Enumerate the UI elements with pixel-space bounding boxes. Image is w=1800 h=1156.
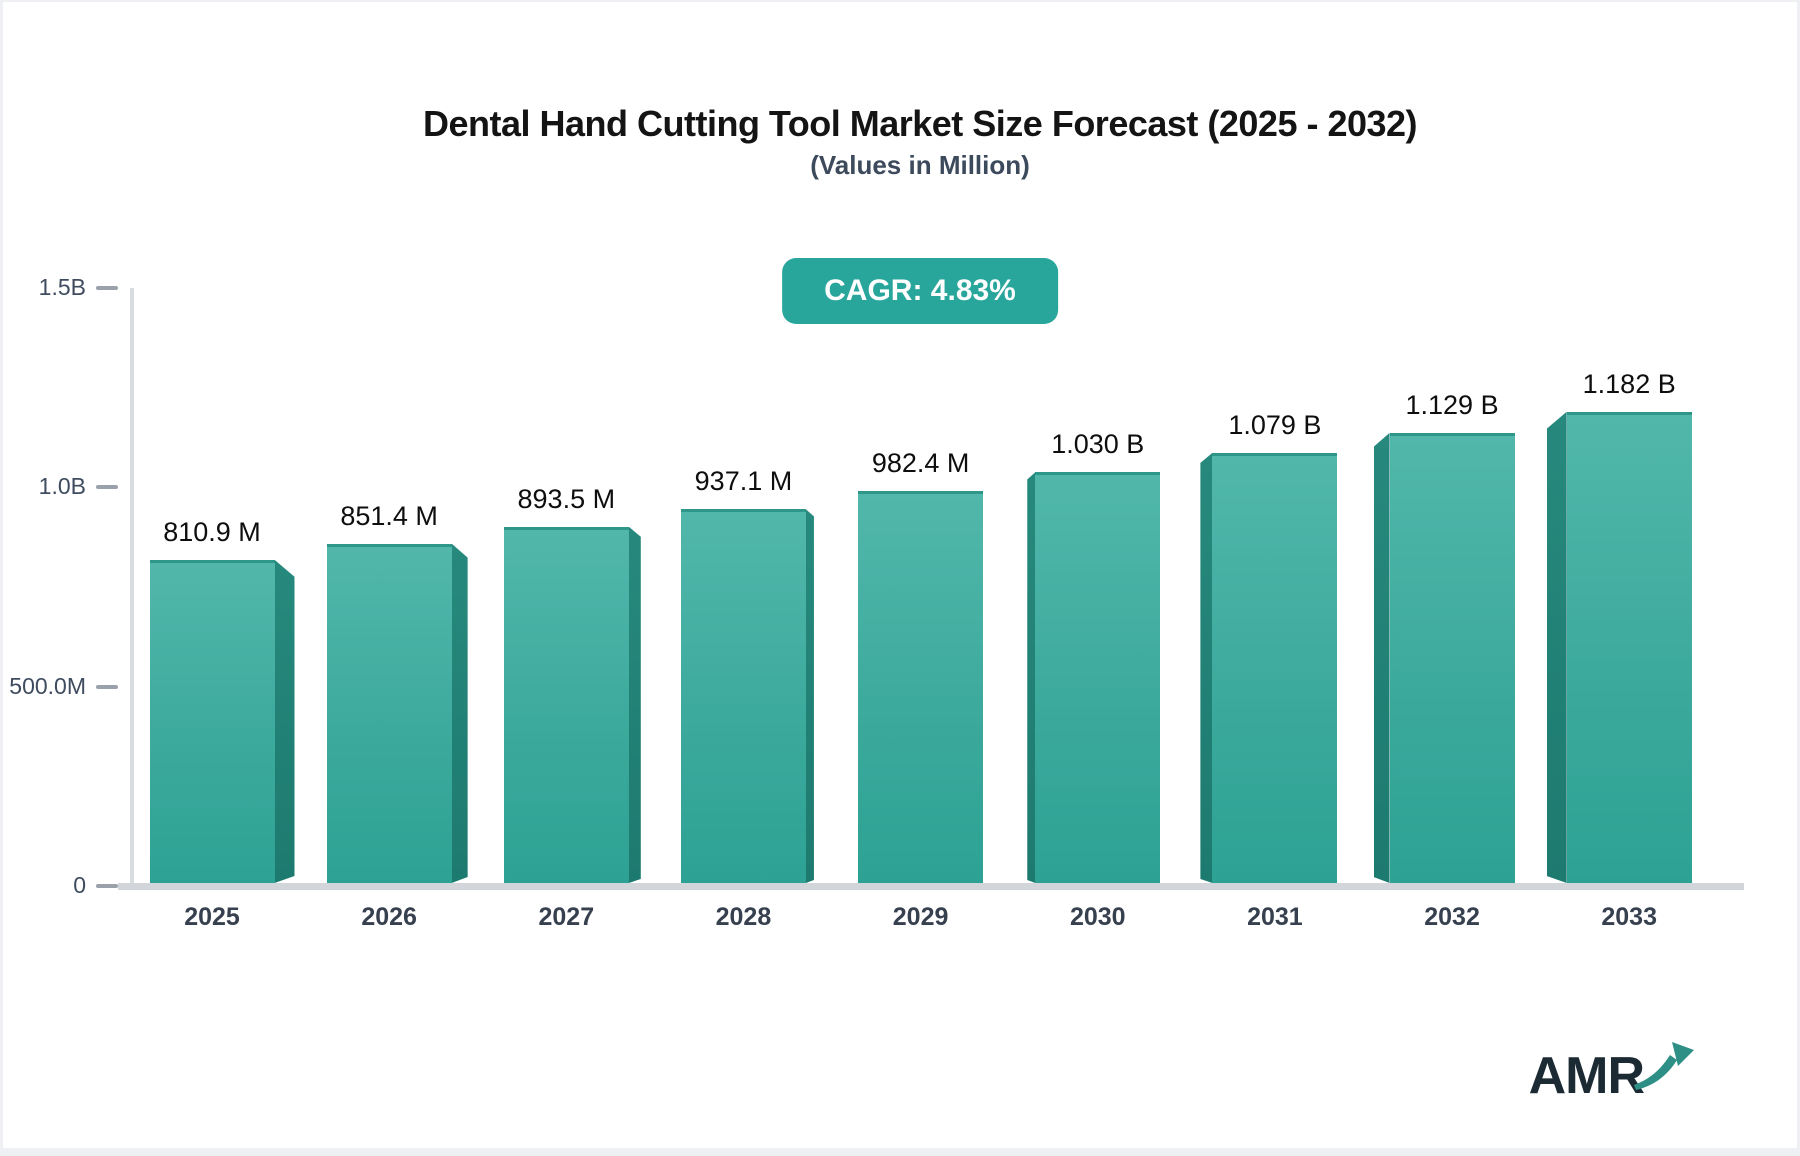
- y-axis-tick-label: 0: [73, 872, 86, 898]
- bar-side-2031: [1200, 453, 1212, 883]
- bar-value-label: 1.129 B: [1405, 389, 1499, 420]
- amr-logo: AMR: [1528, 1040, 1698, 1105]
- bar-value-label: 893.5 M: [517, 483, 616, 514]
- x-axis-line: [118, 883, 1744, 890]
- chart-title: Dental Hand Cutting Tool Market Size For…: [422, 103, 1418, 144]
- amr-logo-text: AMR: [1528, 1046, 1645, 1105]
- x-axis-tick-label: 2029: [892, 903, 949, 931]
- y-axis-tick-label: 1.0B: [38, 473, 86, 500]
- bar-value-label: 1.079 B: [1228, 409, 1322, 440]
- bar-2032: [1389, 432, 1515, 883]
- bar-value-label: 851.4 M: [340, 500, 438, 531]
- y-axis-tick-mark: [96, 884, 118, 888]
- x-axis-tick-label: 2025: [184, 903, 240, 931]
- y-axis-tick-mark: [96, 684, 118, 689]
- bar-value-label: 937.1 M: [694, 466, 793, 497]
- bar-side-2027: [629, 527, 641, 883]
- bar-2031: [1212, 452, 1338, 883]
- bar-2025: [149, 559, 275, 883]
- y-axis-tick-mark: [96, 286, 118, 290]
- bar-2026: [326, 543, 452, 883]
- x-axis-tick-label: 2027: [538, 903, 595, 931]
- y-axis-tick-label: 500.0M: [9, 672, 86, 699]
- bar-2027: [503, 526, 629, 883]
- bar-side-2028: [806, 509, 814, 883]
- bar-side-2030: [1027, 472, 1035, 883]
- x-axis-tick-label: 2033: [1601, 903, 1657, 931]
- cagr-badge: CAGR: 4.83%: [782, 258, 1058, 324]
- y-axis-tick-mark: [96, 485, 118, 490]
- bar-2029: [858, 491, 984, 883]
- trend-up-arrow-icon: [1634, 1042, 1694, 1090]
- bar-side-2026: [452, 544, 468, 883]
- x-axis-tick-label: 2031: [1247, 903, 1303, 931]
- y-axis-tick-label: 1.5B: [38, 274, 86, 300]
- bar-value-label: 810.9 M: [163, 516, 261, 547]
- chart-subtitle: (Values in Million): [810, 150, 1030, 180]
- bar-side-2032: [1374, 433, 1390, 883]
- y-axis-line: [130, 288, 134, 883]
- bar-value-label: 1.182 B: [1582, 368, 1676, 399]
- x-axis-tick-label: 2032: [1424, 903, 1480, 931]
- bar-2033: [1566, 411, 1692, 883]
- bar-2028: [680, 509, 806, 883]
- bar-side-2033: [1547, 412, 1567, 883]
- x-axis-tick-label: 2030: [1069, 903, 1126, 931]
- bar-2030: [1035, 472, 1161, 883]
- bar-side-2025: [275, 560, 295, 883]
- x-axis-tick-label: 2028: [715, 903, 772, 931]
- bar-value-label: 1.030 B: [1051, 429, 1145, 460]
- x-axis-tick-label: 2026: [361, 903, 417, 931]
- bar-value-label: 982.4 M: [871, 448, 970, 479]
